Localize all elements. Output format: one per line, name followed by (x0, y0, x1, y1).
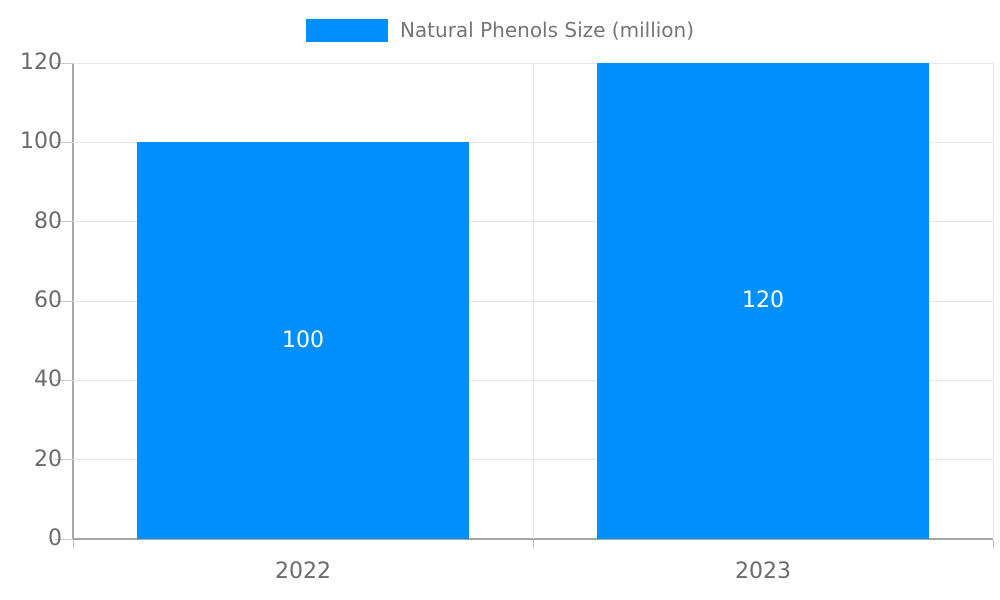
bar-2023[interactable] (597, 63, 929, 539)
x-axis-line (72, 538, 993, 540)
legend-swatch-icon (305, 18, 388, 42)
y-axis-label: 20 (34, 446, 62, 472)
y-axis-label: 120 (20, 50, 62, 75)
y-axis-label: 100 (20, 129, 62, 155)
x-axis-tick (992, 540, 994, 548)
x-axis-label: 2023 (735, 559, 791, 584)
x-axis-tick (532, 540, 534, 548)
y-axis-label: 60 (34, 288, 62, 313)
y-axis-label: 40 (34, 367, 62, 393)
y-axis-tick (55, 221, 73, 223)
y-axis-tick (55, 538, 73, 540)
bar-value-label: 120 (742, 288, 784, 313)
y-axis-tick (55, 300, 73, 302)
bar-2022[interactable] (137, 142, 469, 539)
legend-item-natural-phenols[interactable]: Natural Phenols Size (million) (305, 18, 695, 42)
gridline-vertical (992, 63, 994, 539)
y-axis-tick (55, 459, 73, 461)
y-axis-tick (55, 62, 73, 64)
chart-legend: Natural Phenols Size (million) (0, 18, 1000, 42)
gridline-vertical (532, 63, 534, 539)
x-axis-label: 2022 (275, 559, 331, 584)
y-axis-tick (55, 141, 73, 143)
x-axis-tick (72, 540, 74, 548)
y-axis-label: 80 (34, 208, 62, 234)
y-axis-label: 0 (48, 526, 62, 551)
y-axis-tick (55, 379, 73, 381)
legend-label: Natural Phenols Size (million) (399, 18, 695, 42)
bar-value-label: 100 (282, 327, 324, 353)
